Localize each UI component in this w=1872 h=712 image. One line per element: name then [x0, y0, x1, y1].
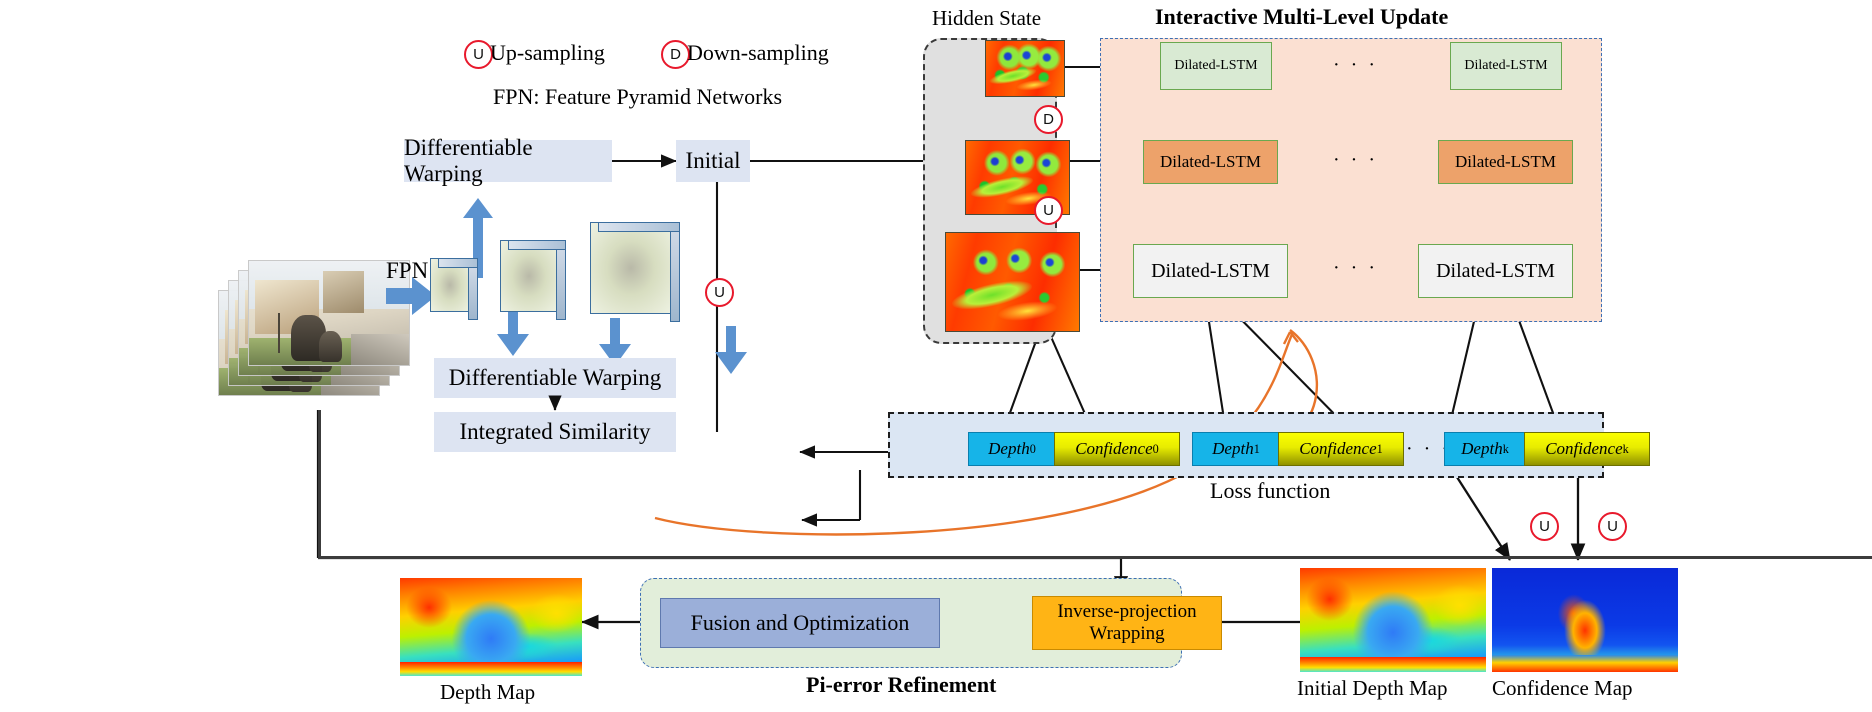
depth-map-label: Depth Map — [440, 680, 536, 704]
initial-label: Initial — [685, 148, 741, 173]
depth-0-sub: 0 — [1029, 441, 1036, 456]
pi-error-refinement-title: Pi-error Refinement — [806, 672, 997, 697]
lstm-middle-ellipsis: · · · — [1333, 149, 1378, 171]
down-sampling-label: Down-sampling — [687, 40, 829, 65]
loss-ellipsis: · · · — [1406, 438, 1451, 460]
section-divider — [318, 556, 1872, 559]
confidence-map-image — [1492, 568, 1678, 672]
section-divider-vertical — [318, 410, 321, 558]
lstm-coarse-left-label: Dilated-LSTM — [1174, 58, 1258, 73]
lstm-middle-right[interactable]: Dilated-LSTM — [1438, 140, 1573, 184]
differentiable-warping-top[interactable]: Differentiable Warping — [404, 135, 612, 186]
differentiable-warping-bottom-label: Differentiable Warping — [448, 365, 662, 390]
depth-0-box: Depth 0 — [968, 432, 1056, 466]
hidden-state-title: Hidden State — [932, 6, 1042, 30]
lstm-fine-right[interactable]: Dilated-LSTM — [1418, 244, 1573, 298]
confidence-0-box: Confidence 0 — [1054, 432, 1180, 466]
hidden-up-symbol: U — [1043, 202, 1054, 219]
depth-k-sub: k — [1502, 441, 1509, 456]
up-sampling-icon: U — [464, 40, 493, 69]
differentiable-warping-top-label: Differentiable Warping — [404, 135, 533, 186]
lstm-fine-right-label: Dilated-LSTM — [1436, 259, 1555, 282]
lstm-middle-right-label: Dilated-LSTM — [1454, 152, 1557, 171]
depth-up-sampling-icon: U — [1530, 512, 1559, 541]
confidence-0-label: Confidence — [1075, 439, 1153, 458]
initial-up-sampling-icon: U — [705, 278, 734, 307]
confidence-up-sampling-icon: U — [1598, 512, 1627, 541]
feature-map-level1 — [430, 258, 478, 320]
confidence-1-label: Confidence — [1299, 439, 1377, 458]
up-sampling-label: Up-sampling — [490, 40, 605, 65]
down-sampling-symbol: D — [670, 46, 681, 63]
inverse-projection-label: Inverse-projection Wrapping — [1057, 601, 1196, 645]
lstm-fine-ellipsis: · · · — [1333, 257, 1378, 279]
depth-k-label: Depth — [1461, 439, 1503, 458]
confidence-0-sub: 0 — [1152, 441, 1159, 456]
lstm-middle-left-label: Dilated-LSTM — [1159, 152, 1262, 171]
inverse-projection-line2: Wrapping — [1089, 623, 1165, 644]
up-sampling-symbol: U — [473, 46, 484, 63]
depth-1-sub: 1 — [1253, 441, 1260, 456]
lstm-fine-left[interactable]: Dilated-LSTM — [1133, 244, 1288, 298]
hidden-state-down-icon: D — [1034, 105, 1063, 134]
fusion-and-optimization-box[interactable]: Fusion and Optimization — [660, 598, 940, 648]
confidence-1-box: Confidence 1 — [1278, 432, 1404, 466]
lstm-coarse-right-label: Dilated-LSTM — [1464, 58, 1548, 73]
confidence-k-label: Confidence — [1545, 439, 1623, 458]
integrated-similarity-box[interactable]: Integrated Similarity — [434, 412, 676, 452]
integrated-similarity-label: Integrated Similarity — [459, 419, 651, 444]
input-image-stack — [218, 260, 418, 410]
loss-function-title: Loss function — [1210, 478, 1331, 503]
interactive-update-title: Interactive Multi-Level Update — [1155, 4, 1449, 29]
hidden-state-heatmap-coarse — [985, 40, 1065, 97]
depth-up-symbol: U — [1539, 518, 1550, 535]
fusion-and-optimization-label: Fusion and Optimization — [690, 610, 910, 635]
confidence-map-label: Confidence Map — [1492, 676, 1633, 700]
lstm-fine-left-label: Dilated-LSTM — [1151, 259, 1270, 282]
depth-1-box: Depth 1 — [1192, 432, 1280, 466]
lstm-coarse-ellipsis: · · · — [1333, 54, 1378, 76]
confidence-k-sub: k — [1622, 441, 1629, 456]
initial-depth-map-label: Initial Depth Map — [1297, 676, 1448, 700]
depth-0-label: Depth — [988, 439, 1030, 458]
initial-box[interactable]: Initial — [676, 140, 750, 182]
lstm-coarse-left[interactable]: Dilated-LSTM — [1160, 42, 1272, 90]
confidence-k-box: Confidence k — [1524, 432, 1650, 466]
inverse-projection-wrapping-box[interactable]: Inverse-projection Wrapping — [1032, 596, 1222, 650]
lstm-coarse-right[interactable]: Dilated-LSTM — [1450, 42, 1562, 90]
lstm-middle-left[interactable]: Dilated-LSTM — [1143, 140, 1278, 184]
confidence-up-symbol: U — [1607, 518, 1618, 535]
confidence-1-sub: 1 — [1376, 441, 1383, 456]
initial-up-symbol: U — [714, 284, 725, 301]
hidden-down-symbol: D — [1043, 111, 1054, 128]
inverse-projection-line1: Inverse-projection — [1057, 601, 1197, 623]
depth-k-box: Depth k — [1444, 432, 1526, 466]
depth-map-image — [400, 578, 582, 676]
feature-map-level2 — [500, 240, 566, 320]
feature-map-level3 — [590, 222, 680, 322]
hidden-state-heatmap-fine — [945, 232, 1080, 332]
fpn-label: FPN — [386, 258, 429, 283]
differentiable-warping-bottom[interactable]: Differentiable Warping — [434, 358, 676, 398]
initial-depth-map-image — [1300, 568, 1486, 672]
depth-1-label: Depth — [1212, 439, 1254, 458]
fpn-legend-note: FPN: Feature Pyramid Networks — [493, 84, 783, 109]
down-sampling-icon: D — [661, 40, 690, 69]
hidden-state-up-icon: U — [1034, 196, 1063, 225]
